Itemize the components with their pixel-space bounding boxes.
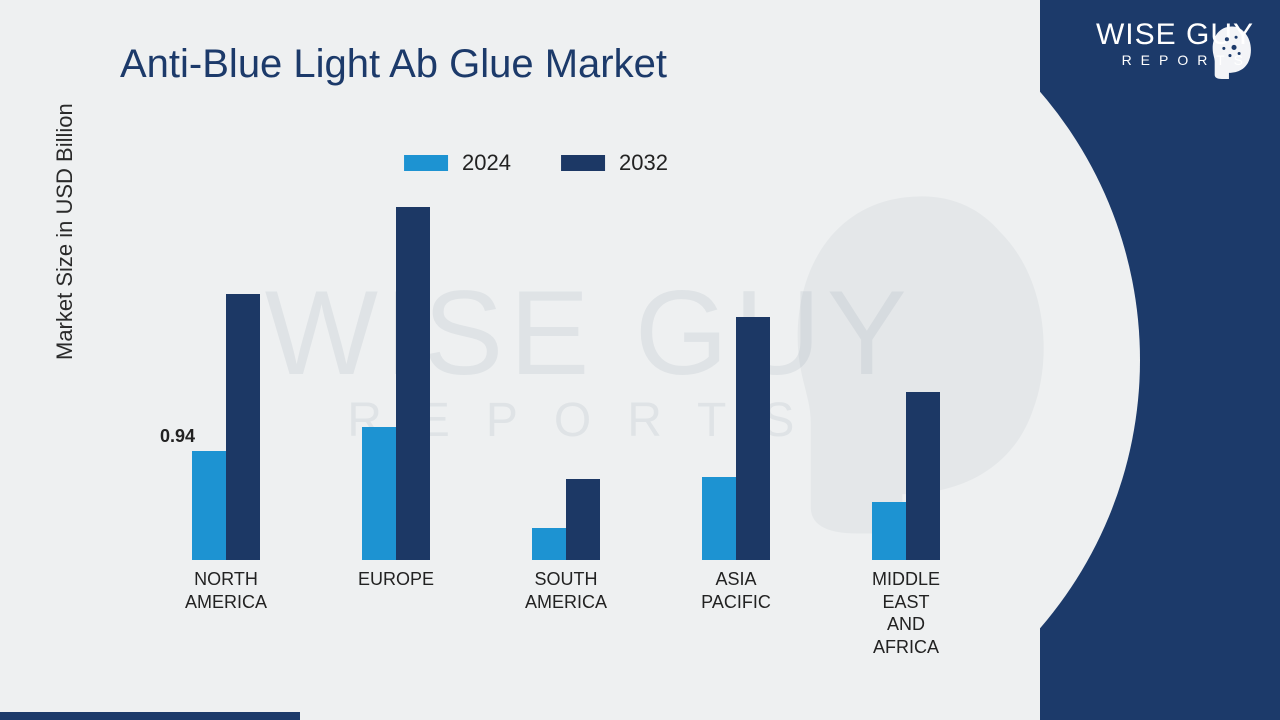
bar-2024 xyxy=(192,451,226,560)
legend: 2024 2032 xyxy=(404,150,668,176)
bar-group: 0.94NORTHAMERICA xyxy=(166,294,286,560)
category-label: MIDDLEEASTANDAFRICA xyxy=(841,568,971,658)
bar-2024 xyxy=(702,477,736,560)
bar-group: SOUTHAMERICA xyxy=(506,479,626,560)
bar-group: MIDDLEEASTANDAFRICA xyxy=(846,392,966,560)
legend-swatch-2032 xyxy=(561,155,605,171)
y-axis-label: Market Size in USD Billion xyxy=(52,103,78,360)
category-label: ASIAPACIFIC xyxy=(671,568,801,613)
chart-area: Market Size in USD Billion 2024 2032 0.9… xyxy=(96,150,976,670)
category-label: NORTHAMERICA xyxy=(161,568,291,613)
legend-label-2024: 2024 xyxy=(462,150,511,176)
legend-item-2024: 2024 xyxy=(404,150,511,176)
logo-head-icon xyxy=(1206,24,1258,80)
legend-item-2032: 2032 xyxy=(561,150,668,176)
bottom-accent-bar xyxy=(0,712,300,720)
bar-2024 xyxy=(532,528,566,560)
chart-title: Anti-Blue Light Ab Glue Market xyxy=(120,42,667,87)
brand-logo: WISE GUY REPORTS xyxy=(1054,20,1254,68)
bar-2032 xyxy=(226,294,260,560)
bar-value-label: 0.94 xyxy=(160,426,195,447)
bar-2024 xyxy=(362,427,396,560)
plot-area: 0.94NORTHAMERICA EUROPE SOUTHAMERICA ASIAPA… xyxy=(136,190,956,560)
bar-2032 xyxy=(736,317,770,560)
bar-2032 xyxy=(396,207,430,560)
bar-2032 xyxy=(566,479,600,560)
bar-group: ASIAPACIFIC xyxy=(676,317,796,560)
bar-2024 xyxy=(872,502,906,560)
category-label: EUROPE xyxy=(331,568,461,591)
bar-2032 xyxy=(906,392,940,560)
category-label: SOUTHAMERICA xyxy=(501,568,631,613)
page: WISE GUY REPORTS WISE GUY REPORTS Anti-B… xyxy=(0,0,1280,720)
legend-label-2032: 2032 xyxy=(619,150,668,176)
legend-swatch-2024 xyxy=(404,155,448,171)
bar-group: EUROPE xyxy=(336,207,456,560)
